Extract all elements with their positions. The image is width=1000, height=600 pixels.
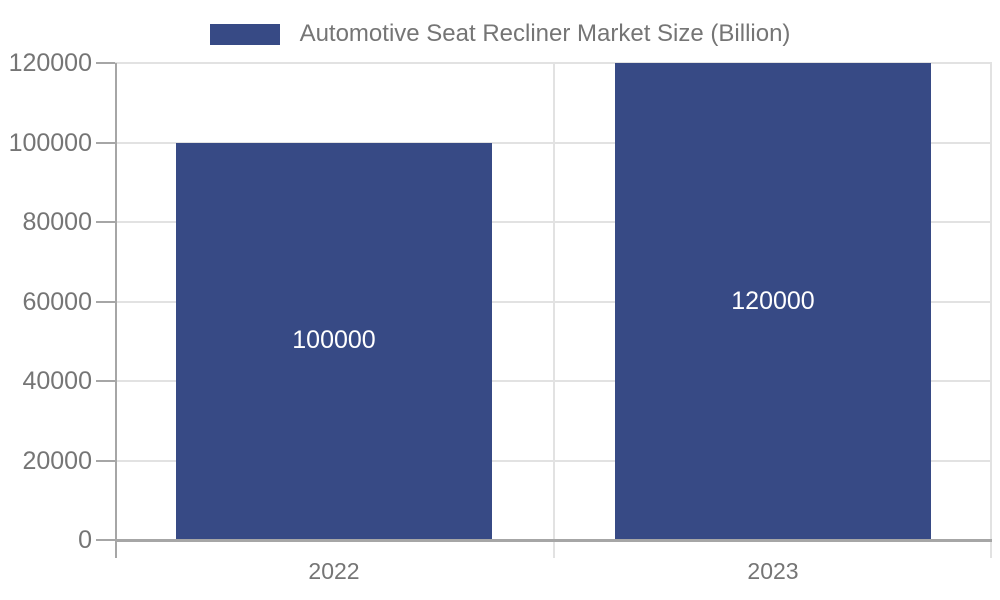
y-axis-tick [96, 141, 115, 144]
y-tick-label: 100000 [8, 128, 92, 157]
legend-label: Automotive Seat Recliner Market Size (Bi… [299, 20, 791, 47]
x-tick-label: 2023 [747, 558, 799, 584]
y-tick-label: 80000 [22, 208, 92, 236]
chart-legend[interactable]: Automotive Seat Recliner Market Size (Bi… [0, 20, 1000, 48]
y-axis-line [115, 63, 117, 558]
plot-right-border [990, 63, 992, 558]
legend-swatch-icon [209, 23, 280, 45]
y-tick-label: 0 [78, 526, 92, 554]
y-axis-tick [96, 221, 115, 223]
y-axis-tick [96, 62, 115, 64]
y-axis-tick [96, 380, 115, 382]
x-axis-line [115, 539, 992, 542]
y-axis-tick [96, 459, 115, 462]
bar-value-label: 120000 [731, 286, 815, 315]
category-divider-line [552, 63, 555, 558]
bar-value-label: 100000 [292, 326, 376, 355]
y-axis-tick [96, 539, 115, 541]
y-axis-tick [96, 300, 115, 303]
y-tick-label: 60000 [22, 287, 92, 316]
bar-2023: 120000 [615, 63, 931, 539]
y-tick-label: 120000 [8, 49, 92, 77]
bar-2022: 100000 [176, 142, 492, 539]
y-tick-label: 20000 [22, 446, 92, 475]
x-tick-label: 2022 [308, 558, 360, 584]
y-tick-label: 40000 [22, 367, 92, 395]
